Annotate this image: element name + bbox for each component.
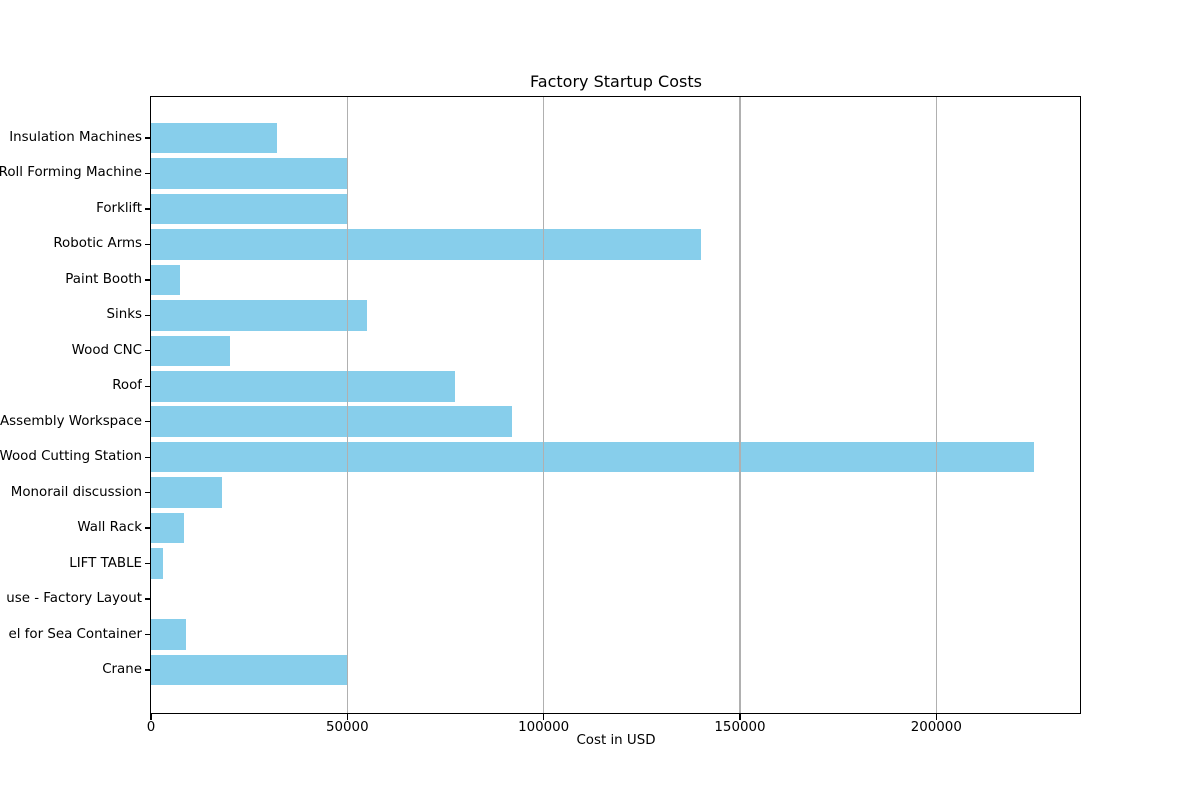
y-tick-label-2: Forklift — [96, 200, 142, 216]
bar-12 — [151, 548, 163, 579]
bar-15 — [151, 654, 348, 686]
y-tick-label-14: el for Sea Container — [8, 626, 142, 642]
bar-14 — [151, 619, 186, 650]
y-tick-2 — [144, 208, 151, 210]
gridline-200000 — [935, 97, 937, 713]
x-tick-label-200000: 200000 — [910, 720, 962, 735]
y-tick-label-15: Crane — [102, 662, 142, 677]
y-tick-6 — [144, 350, 151, 352]
y-tick-label-11: Wall Rack — [77, 520, 142, 536]
y-tick-4 — [144, 279, 151, 281]
x-tick-100000 — [542, 714, 545, 720]
chart-title: Factory Startup Costs — [530, 72, 702, 91]
y-tick-label-1: Roll Forming Machine — [0, 165, 142, 181]
bar-0 — [151, 122, 277, 154]
bar-4 — [151, 264, 181, 296]
y-tick-label-9: Wood Cutting Station — [0, 449, 142, 465]
y-tick-1 — [144, 172, 151, 175]
x-tick-50000 — [346, 714, 348, 720]
y-tick-5 — [144, 314, 151, 316]
x-tick-label-150000: 150000 — [714, 720, 766, 735]
y-tick-12 — [144, 562, 151, 565]
y-tick-label-8: Assembly Workspace — [0, 413, 142, 429]
gridline-150000 — [739, 97, 741, 713]
bar-3 — [151, 229, 701, 260]
y-tick-label-5: Sinks — [106, 307, 142, 323]
bar-9 — [151, 441, 1035, 473]
y-tick-3 — [144, 243, 151, 246]
y-tick-7 — [144, 385, 151, 387]
y-tick-label-12: LIFT TABLE — [69, 555, 142, 571]
y-tick-8 — [144, 421, 151, 423]
bar-2 — [151, 193, 348, 225]
bar-11 — [151, 512, 185, 544]
bar-10 — [151, 477, 222, 508]
y-tick-10 — [144, 492, 151, 494]
bar-1 — [151, 158, 348, 189]
y-tick-label-0: Insulation Machines — [9, 130, 142, 145]
plot-area — [150, 96, 1081, 714]
bar-8 — [151, 406, 513, 438]
y-tick-label-7: Roof — [112, 378, 142, 394]
bar-5 — [151, 300, 367, 331]
y-tick-label-10: Monorail discussion — [10, 484, 142, 500]
y-tick-14 — [144, 633, 151, 636]
x-tick-label-50000: 50000 — [326, 720, 369, 735]
y-tick-0 — [144, 137, 151, 139]
x-tick-0 — [150, 714, 152, 720]
y-tick-13 — [144, 598, 151, 600]
y-tick-9 — [144, 456, 151, 458]
y-axis-tick-labels: Insulation Machines Roll Forming Machine F… — [0, 0, 142, 800]
x-axis-label: Cost in USD — [576, 733, 656, 748]
gridline-100000 — [542, 97, 545, 713]
y-tick-label-3: Robotic Arms — [53, 236, 142, 252]
y-tick-label-6: Wood CNC — [71, 342, 142, 358]
x-tick-200000 — [935, 714, 937, 720]
x-tick-label-100000: 100000 — [518, 720, 570, 735]
gridline-50000 — [346, 97, 348, 713]
y-tick-15 — [144, 669, 151, 671]
y-tick-label-13: use - Factory Layout — [6, 591, 142, 607]
x-tick-150000 — [739, 714, 741, 720]
y-tick-label-4: Paint Booth — [65, 271, 142, 287]
y-tick-11 — [144, 527, 151, 529]
bar-6 — [151, 335, 230, 367]
x-tick-label-0: 0 — [146, 720, 156, 735]
bar-7 — [151, 370, 456, 402]
